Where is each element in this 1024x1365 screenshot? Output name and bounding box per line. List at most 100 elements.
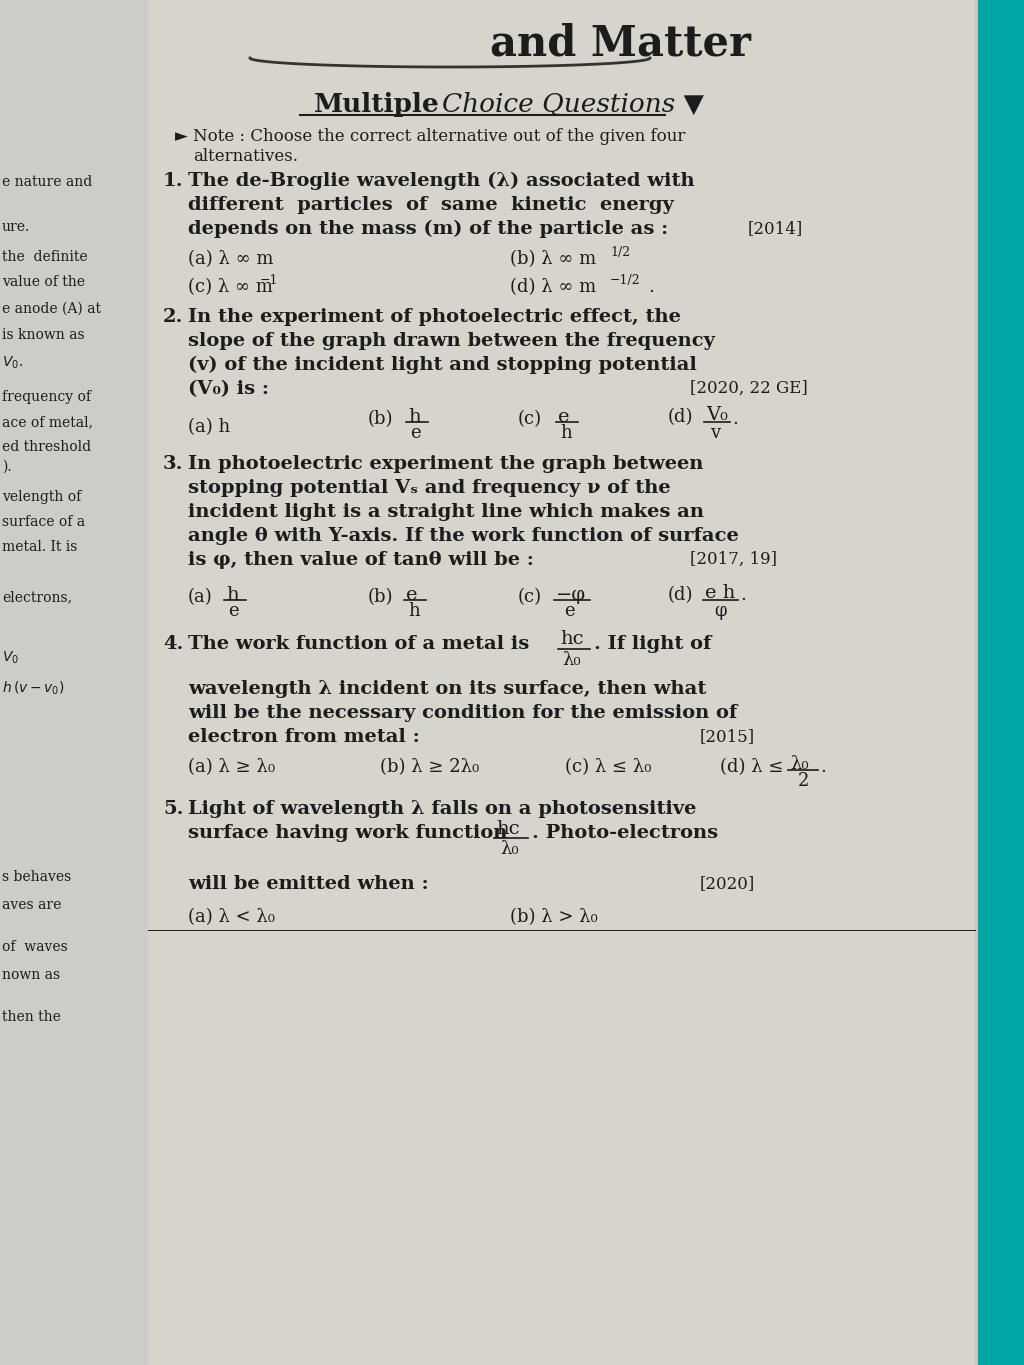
Text: velength of: velength of [2,490,81,504]
Text: e h: e h [705,584,735,602]
Text: $V_0$: $V_0$ [2,650,19,666]
Text: will be the necessary condition for the emission of: will be the necessary condition for the … [188,704,737,722]
Text: (a) λ ≥ λ₀: (a) λ ≥ λ₀ [188,758,275,775]
Text: 3.: 3. [163,455,183,474]
Text: 2.: 2. [163,308,183,326]
Text: λ₀: λ₀ [790,755,809,773]
Text: [2020]: [2020] [700,875,756,891]
Text: (b): (b) [368,588,393,606]
Text: ed threshold: ed threshold [2,440,91,455]
Text: electron from metal :: electron from metal : [188,728,420,747]
Text: Light of wavelength λ falls on a photosensitive: Light of wavelength λ falls on a photose… [188,800,696,818]
Text: ).: ). [2,460,11,474]
Text: surface of a: surface of a [2,515,85,530]
Text: (a) λ < λ₀: (a) λ < λ₀ [188,908,275,925]
Text: $V_0$.: $V_0$. [2,355,24,371]
Text: The de-Broglie wavelength (λ) associated with: The de-Broglie wavelength (λ) associated… [188,172,694,190]
Text: [2020, 22 GE]: [2020, 22 GE] [690,379,808,397]
Text: λ₀: λ₀ [562,651,581,669]
Text: nown as: nown as [2,968,60,981]
Text: (a) h: (a) h [188,418,230,435]
Text: h: h [408,602,420,620]
Text: −1: −1 [260,274,279,287]
Text: is φ, then value of tanθ will be :: is φ, then value of tanθ will be : [188,551,534,569]
Text: 5.: 5. [163,800,183,818]
Text: will be emitted when :: will be emitted when : [188,875,429,893]
Text: (c) λ ∞ m: (c) λ ∞ m [188,278,272,296]
Text: λ₀: λ₀ [500,839,518,859]
Text: [2017, 19]: [2017, 19] [690,551,777,568]
Text: (b) λ > λ₀: (b) λ > λ₀ [510,908,598,925]
Text: In the experiment of photoelectric effect, the: In the experiment of photoelectric effec… [188,308,681,326]
Text: aves are: aves are [2,898,61,912]
Bar [978,0,1024,1365]
Text: (V₀) is :: (V₀) is : [188,379,269,399]
Text: [2015]: [2015] [700,728,755,745]
Text: . If light of: . If light of [594,635,712,652]
Text: incident light is a straight line which makes an: incident light is a straight line which … [188,502,705,521]
Bar [148,0,975,1365]
Text: 4.: 4. [163,635,183,652]
Text: alternatives.: alternatives. [193,147,298,165]
Text: ace of metal,: ace of metal, [2,415,93,429]
Text: .: . [820,758,826,775]
Text: stopping potential Vₛ and frequency ν of the: stopping potential Vₛ and frequency ν of… [188,479,671,497]
Text: e: e [558,408,569,426]
Text: h: h [226,586,239,603]
Text: (a): (a) [188,588,213,606]
Text: ure.: ure. [2,220,31,233]
Text: .: . [740,586,745,603]
Text: surface having work function: surface having work function [188,824,507,842]
Text: then the: then the [2,1010,60,1024]
Text: .: . [648,278,654,296]
Text: −φ: −φ [556,586,586,603]
Text: . Photo-electrons: . Photo-electrons [532,824,718,842]
Text: V₀: V₀ [706,405,728,425]
Text: (d): (d) [668,586,693,603]
Text: (c): (c) [518,588,542,606]
Text: wavelength λ incident on its surface, then what: wavelength λ incident on its surface, th… [188,680,707,698]
Text: The work function of a metal is: The work function of a metal is [188,635,529,652]
Text: e: e [564,602,574,620]
Text: electrons,: electrons, [2,590,72,603]
Text: (b) λ ∞ m: (b) λ ∞ m [510,250,596,268]
Text: (v) of the incident light and stopping potential: (v) of the incident light and stopping p… [188,356,697,374]
Text: ► Note : Choose the correct alternative out of the given four: ► Note : Choose the correct alternative … [175,128,685,145]
Text: e: e [410,425,421,442]
Text: s behaves: s behaves [2,870,72,885]
Text: e: e [406,586,418,603]
Text: 2: 2 [798,773,809,790]
Text: (a) λ ∞ m: (a) λ ∞ m [188,250,273,268]
Text: (c) λ ≤ λ₀: (c) λ ≤ λ₀ [565,758,651,775]
Text: $h\,(v-v_0)$: $h\,(v-v_0)$ [2,680,65,698]
Text: different  particles  of  same  kinetic  energy: different particles of same kinetic ener… [188,197,674,214]
Text: the  definite: the definite [2,250,88,263]
Bar [0,0,148,1365]
Text: Multiple: Multiple [314,91,440,117]
Text: frequency of: frequency of [2,390,91,404]
Text: e: e [228,602,239,620]
Text: (d) λ ∞ m: (d) λ ∞ m [510,278,596,296]
Text: (b) λ ≥ 2λ₀: (b) λ ≥ 2λ₀ [380,758,479,775]
Text: 1/2: 1/2 [610,246,630,259]
Text: of  waves: of waves [2,940,68,954]
Text: φ: φ [714,602,726,620]
Text: (d): (d) [668,408,693,426]
Text: 1.: 1. [163,172,183,190]
Text: e anode (A) at: e anode (A) at [2,302,101,317]
Text: and Matter: and Matter [489,22,751,64]
Text: slope of the graph drawn between the frequency: slope of the graph drawn between the fre… [188,332,715,349]
Text: depends on the mass (m) of the particle as :: depends on the mass (m) of the particle … [188,220,669,239]
Text: hc: hc [560,631,584,648]
Text: .: . [732,410,738,429]
Text: Choice Questions ▼: Choice Questions ▼ [442,91,703,117]
Text: h: h [560,425,571,442]
Text: e nature and: e nature and [2,175,92,188]
Text: metal. It is: metal. It is [2,541,78,554]
Text: (c): (c) [518,410,542,429]
Text: −1/2: −1/2 [610,274,641,287]
Text: angle θ with Y-axis. If the work function of surface: angle θ with Y-axis. If the work functio… [188,527,738,545]
Text: (d) λ ≤: (d) λ ≤ [720,758,783,775]
Text: is known as: is known as [2,328,85,343]
Text: In photoelectric experiment the graph between: In photoelectric experiment the graph be… [188,455,703,474]
